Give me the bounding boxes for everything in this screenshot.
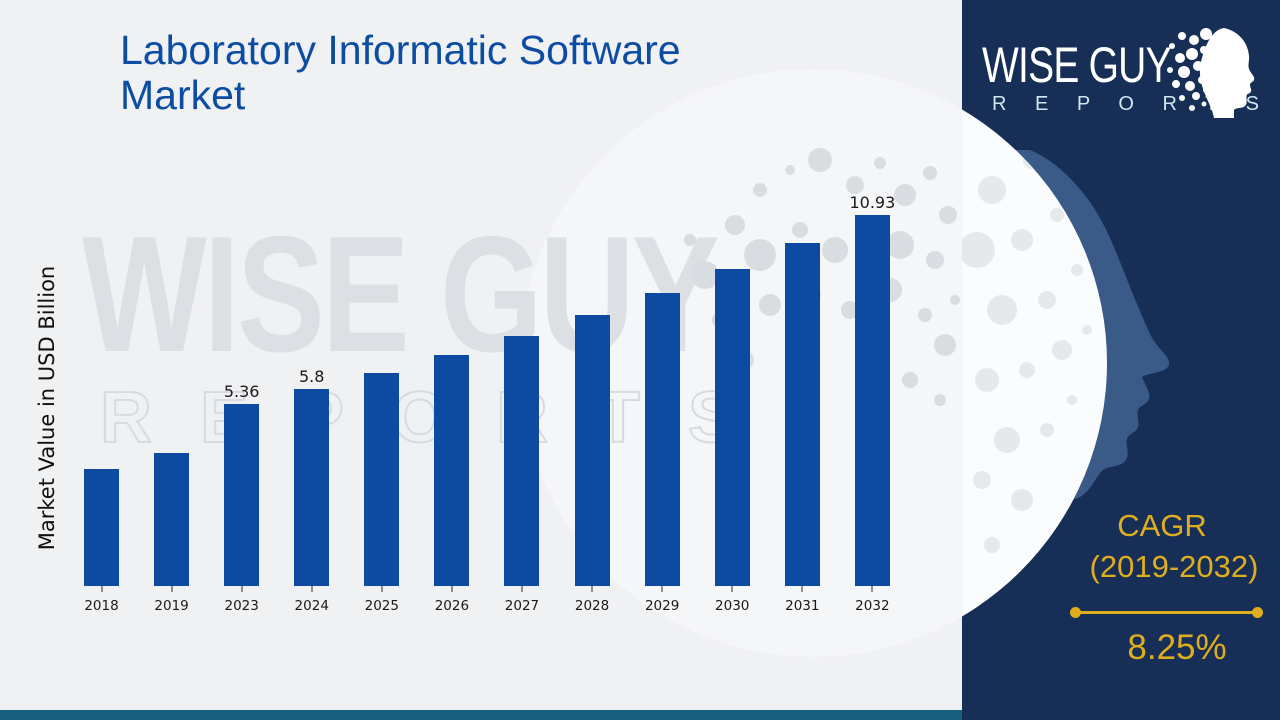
- bar-column-2024: 5.8 2024: [294, 0, 330, 614]
- bar-value-label-2024: 5.8: [299, 367, 325, 386]
- cagr-range: (2019-2032): [1089, 549, 1259, 584]
- x-tick-label-2026: 2026: [434, 598, 470, 614]
- x-tick-label-2031: 2031: [785, 598, 820, 614]
- bar-2031: [784, 243, 820, 586]
- page-title: Laboratory Informatic Software Market: [120, 28, 681, 118]
- x-axis-tick: [801, 586, 803, 592]
- bar-column-2025: 2025: [364, 0, 400, 614]
- line-end-dot-left: [1070, 607, 1081, 618]
- bar-column-2032: 10.93 2032: [849, 0, 895, 614]
- x-axis-tick: [381, 586, 383, 592]
- x-tick-label-2018: 2018: [84, 598, 119, 614]
- x-tick-label-2032: 2032: [855, 598, 890, 614]
- bar-column-2031: 2031: [784, 0, 820, 614]
- cagr-heading: CAGR: [1117, 508, 1207, 543]
- logo-wordmark: WISE GUY: [982, 37, 1172, 93]
- x-axis-tick: [521, 586, 523, 592]
- x-tick-label-2019: 2019: [154, 598, 189, 614]
- x-tick-label-2028: 2028: [574, 598, 610, 614]
- bar-column-2030: 2030: [714, 0, 750, 614]
- bar-column-2029: 2029: [644, 0, 680, 614]
- cagr-value: 8.25%: [1127, 628, 1227, 667]
- x-axis-tick: [871, 586, 873, 592]
- x-axis-tick: [591, 586, 593, 592]
- x-axis-tick: [311, 586, 313, 592]
- cagr-divider-line: [1070, 607, 1263, 618]
- bottom-accent-strip: [0, 710, 962, 720]
- bar-column-2028: 2028: [574, 0, 610, 614]
- bar-2028: [574, 315, 610, 586]
- bar-2024: [294, 389, 330, 586]
- bar-column-2027: 2027: [504, 0, 540, 614]
- bar-2032: [854, 215, 890, 586]
- page-title-line1: Laboratory Informatic Software: [120, 27, 681, 73]
- bar-column-2026: 2026: [434, 0, 470, 614]
- watermark-wiseguy-text: WISE GUY: [82, 202, 720, 386]
- x-tick-label-2027: 2027: [504, 598, 540, 614]
- bar-2019: [154, 453, 190, 586]
- x-axis-tick: [731, 586, 733, 592]
- bar-2023: [224, 404, 260, 586]
- plot-area: 2018 2019 5.36 2023 5.8 2024 2025 2026 2027 2028 2…: [84, 0, 895, 614]
- x-axis-tick: [451, 586, 453, 592]
- bar-2026: [434, 355, 470, 586]
- logo: WISE GUY R E P O R T S: [982, 40, 1270, 116]
- bar-column-2023: 5.36 2023: [223, 0, 260, 614]
- bar-column-2018: 2018: [84, 0, 119, 614]
- x-axis-tick: [661, 586, 663, 592]
- white-circle: [962, 109, 1107, 617]
- x-axis-tick: [241, 586, 243, 592]
- bar-2029: [644, 293, 680, 586]
- face-profile-icon: [1167, 28, 1255, 118]
- x-tick-label-2025: 2025: [364, 598, 399, 614]
- y-axis-label: Market Value in USD Billion: [35, 265, 59, 551]
- page-title-line2: Market: [120, 72, 246, 118]
- x-tick-label-2029: 2029: [644, 598, 680, 614]
- panel-decorative-art: [962, 109, 1170, 617]
- line-end-dot-right: [1252, 607, 1263, 618]
- bar-2030: [714, 269, 750, 586]
- bar-column-2019: 2019: [154, 0, 190, 614]
- x-tick-label-2024: 2024: [294, 598, 329, 614]
- bar-2027: [504, 336, 540, 586]
- x-tick-label-2030: 2030: [715, 598, 750, 614]
- bar-2018: [84, 469, 119, 586]
- bar-value-label-2032: 10.93: [849, 193, 896, 212]
- brand-panel: WISE GUY R E P O R T S CAGR (2019-2032) …: [962, 0, 1280, 720]
- x-axis-tick: [101, 586, 102, 592]
- x-tick-label-2023: 2023: [224, 598, 259, 614]
- bar-2025: [364, 373, 400, 586]
- x-axis-tick: [171, 586, 173, 592]
- bar-value-label-2023: 5.36: [223, 382, 260, 401]
